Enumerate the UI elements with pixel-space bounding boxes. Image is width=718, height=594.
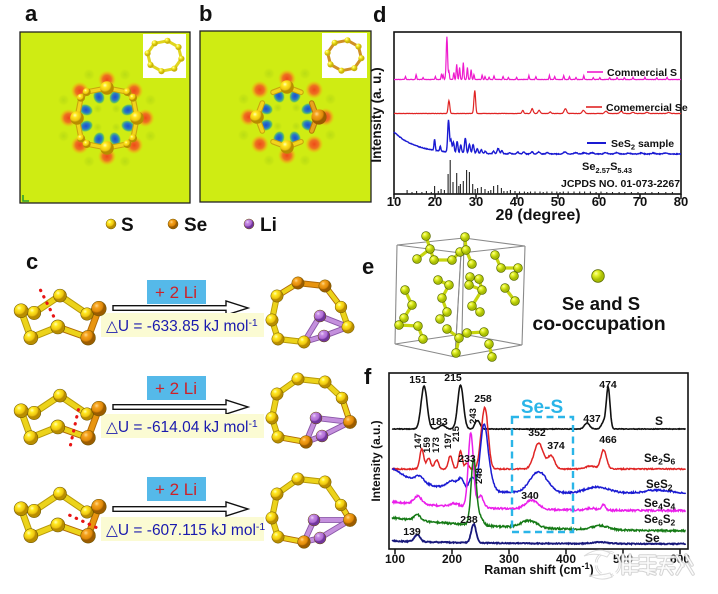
svg-text:Raman shift (cm-1): Raman shift (cm-1) xyxy=(484,561,593,577)
svg-text:Intensity (a. u.): Intensity (a. u.) xyxy=(369,67,384,162)
svg-text:197: 197 xyxy=(443,433,454,449)
svg-text:243: 243 xyxy=(468,408,479,424)
svg-text:400: 400 xyxy=(556,552,576,566)
svg-text:183: 183 xyxy=(430,416,448,428)
svg-text:b: b xyxy=(199,1,212,26)
svg-text:JCPDS NO. 01-073-2267: JCPDS NO. 01-073-2267 xyxy=(561,178,680,190)
svg-text:374: 374 xyxy=(547,440,565,452)
svg-text:215: 215 xyxy=(451,425,462,442)
svg-text:f: f xyxy=(364,364,372,389)
svg-text:S: S xyxy=(121,215,134,236)
svg-text:Se2S6: Se2S6 xyxy=(644,453,675,467)
svg-text:60: 60 xyxy=(592,194,606,209)
svg-text:474: 474 xyxy=(599,379,617,391)
svg-text:a: a xyxy=(25,1,38,26)
svg-text:S: S xyxy=(655,414,663,428)
svg-text:Se and S: Se and S xyxy=(562,293,640,314)
svg-text:70: 70 xyxy=(633,194,647,209)
svg-text:437: 437 xyxy=(583,413,601,425)
svg-text:2θ (degree): 2θ (degree) xyxy=(495,207,580,224)
svg-text:147: 147 xyxy=(413,433,424,449)
svg-text:SeS2: SeS2 xyxy=(646,479,673,493)
svg-text:40: 40 xyxy=(510,194,524,209)
svg-text:30: 30 xyxy=(469,194,483,209)
svg-text:258: 258 xyxy=(474,393,492,405)
svg-text:151: 151 xyxy=(409,374,427,386)
svg-text:139: 139 xyxy=(403,526,421,538)
svg-text:340: 340 xyxy=(521,490,539,502)
svg-text:+ 2 Li: + 2 Li xyxy=(155,379,197,398)
svg-text:+ 2 Li: + 2 Li xyxy=(155,480,197,499)
svg-text:50: 50 xyxy=(551,194,565,209)
svg-text:△U = -633.85 kJ mol-1: △U = -633.85 kJ mol-1 xyxy=(106,317,258,335)
svg-text:△U = -614.04 kJ mol-1: △U = -614.04 kJ mol-1 xyxy=(106,418,258,436)
svg-text:20: 20 xyxy=(428,194,442,209)
svg-text:co-occupation: co-occupation xyxy=(532,313,665,335)
svg-text:Se: Se xyxy=(645,531,660,545)
svg-text:80: 80 xyxy=(674,194,688,209)
svg-text:215: 215 xyxy=(444,372,462,384)
svg-text:10: 10 xyxy=(387,194,401,209)
svg-text:352: 352 xyxy=(528,427,546,439)
svg-text:Comemercial Se: Comemercial Se xyxy=(606,102,688,114)
svg-text:200: 200 xyxy=(442,552,462,566)
svg-text:248: 248 xyxy=(474,468,485,484)
svg-text:100: 100 xyxy=(385,552,405,566)
svg-text:466: 466 xyxy=(599,434,617,446)
svg-text:Se6S2: Se6S2 xyxy=(644,514,675,528)
svg-text:159: 159 xyxy=(422,437,433,453)
svg-text:238: 238 xyxy=(460,514,478,526)
svg-text:e: e xyxy=(362,254,374,279)
svg-text:300: 300 xyxy=(499,552,519,566)
svg-text:Se4S4: Se4S4 xyxy=(644,498,675,512)
svg-text:Commercial S: Commercial S xyxy=(607,67,677,79)
svg-text:c: c xyxy=(26,249,38,274)
svg-text:Intensity (a.u.): Intensity (a.u.) xyxy=(369,420,383,501)
svg-text:d: d xyxy=(373,2,386,27)
svg-text:+ 2 Li: + 2 Li xyxy=(155,283,197,302)
svg-text:Se: Se xyxy=(184,215,207,236)
svg-text:SeS2 sample: SeS2 sample xyxy=(611,138,674,152)
svg-text:Se-S: Se-S xyxy=(521,397,563,418)
svg-text:173: 173 xyxy=(431,437,442,453)
svg-text:Li: Li xyxy=(260,215,277,236)
svg-text:233: 233 xyxy=(458,453,476,465)
svg-text:△U = -607.115 kJ mol-1: △U = -607.115 kJ mol-1 xyxy=(106,521,265,539)
